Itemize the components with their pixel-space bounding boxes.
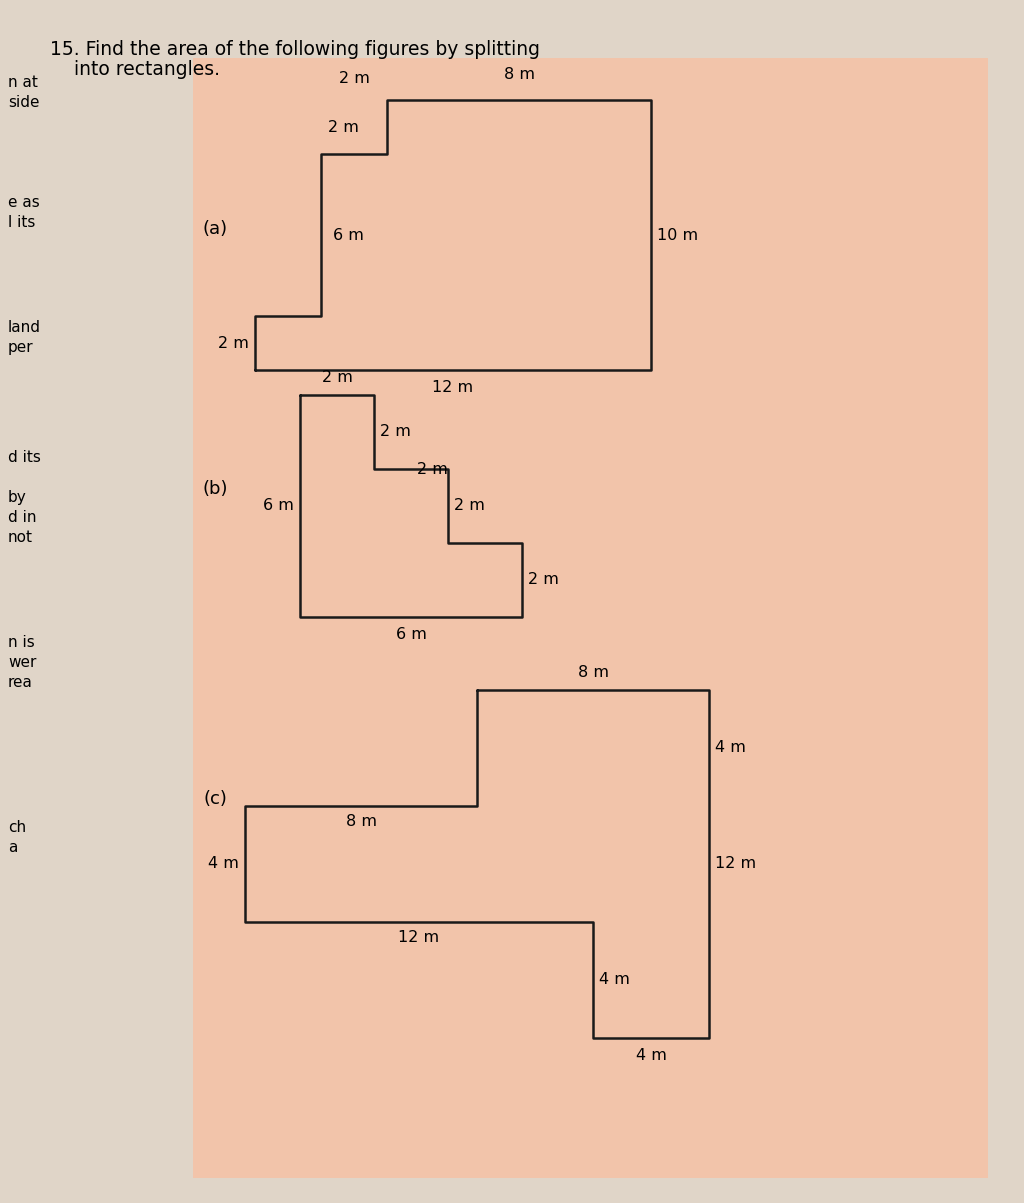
Text: d in: d in — [8, 510, 37, 525]
Text: wer: wer — [8, 654, 37, 670]
Text: 2 m: 2 m — [528, 573, 559, 587]
Text: 12 m: 12 m — [398, 930, 439, 946]
Text: 8 m: 8 m — [345, 814, 377, 829]
Text: 4 m: 4 m — [208, 857, 239, 871]
Text: e as: e as — [8, 195, 40, 211]
Text: (b): (b) — [203, 480, 227, 498]
Text: 8 m: 8 m — [504, 67, 535, 82]
Text: 10 m: 10 m — [657, 227, 698, 243]
Text: by: by — [8, 490, 27, 505]
Bar — [193, 58, 988, 1178]
Text: side: side — [8, 95, 40, 109]
Text: 4 m: 4 m — [599, 972, 630, 988]
Text: 2 m: 2 m — [328, 119, 359, 135]
Text: 2 m: 2 m — [339, 71, 370, 85]
Text: not: not — [8, 531, 33, 545]
Text: 12 m: 12 m — [715, 857, 756, 871]
Text: 2 m: 2 m — [417, 462, 447, 476]
Text: 4 m: 4 m — [715, 741, 745, 755]
Text: land: land — [8, 320, 41, 334]
Text: 2 m: 2 m — [322, 371, 352, 385]
Text: 8 m: 8 m — [578, 665, 608, 680]
Text: 4 m: 4 m — [636, 1048, 667, 1063]
Text: (a): (a) — [203, 220, 227, 238]
Text: 6 m: 6 m — [263, 498, 294, 514]
Text: into rectangles.: into rectangles. — [50, 60, 220, 79]
Text: rea: rea — [8, 675, 33, 691]
Text: n is: n is — [8, 635, 35, 650]
Text: l its: l its — [8, 215, 36, 230]
Text: 2 m: 2 m — [454, 498, 485, 514]
Text: 6 m: 6 m — [333, 227, 364, 243]
Text: 2 m: 2 m — [218, 336, 249, 350]
Text: 15. Find the area of the following figures by splitting: 15. Find the area of the following figur… — [50, 40, 540, 59]
Text: (c): (c) — [203, 790, 227, 808]
Text: a: a — [8, 840, 17, 855]
Text: per: per — [8, 340, 34, 355]
Text: 12 m: 12 m — [432, 380, 473, 395]
Text: d its: d its — [8, 450, 41, 466]
Text: 2 m: 2 m — [380, 425, 411, 439]
Text: 6 m: 6 m — [395, 627, 426, 642]
Text: ch: ch — [8, 820, 27, 835]
Text: n at: n at — [8, 75, 38, 90]
